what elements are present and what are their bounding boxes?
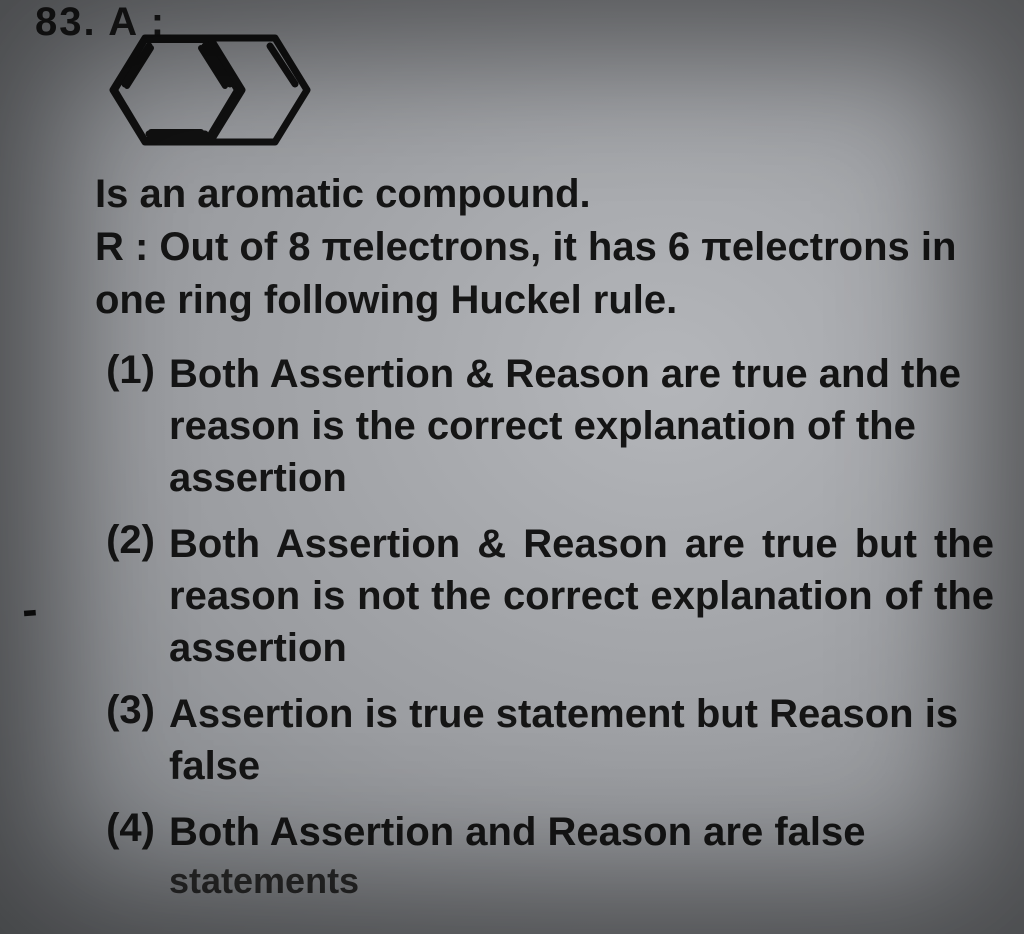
option-4-sub: statements (169, 858, 994, 905)
option-4-text: Both Assertion and Reason are false stat… (169, 806, 994, 905)
chemical-structure (95, 18, 345, 163)
question-body: Is an aromatic compound. R : Out of 8 πe… (95, 168, 994, 919)
option-4: (4) Both Assertion and Reason are false … (95, 806, 994, 905)
option-2-text: Both Assertion & Reason are true but the… (169, 518, 994, 674)
option-4-number: (4) (106, 806, 155, 850)
option-2-number: (2) (106, 518, 155, 562)
reason-line-2: one ring following Huckel rule. (95, 274, 994, 327)
page-root: 83. A : (0, 0, 1024, 934)
option-3-number: (3) (106, 688, 155, 732)
reason-line-1: R : Out of 8 πelectrons, it has 6 πelect… (95, 221, 994, 274)
option-2: (2) Both Assertion & Reason are true but… (95, 518, 994, 674)
option-3-text: Assertion is true statement but Reason i… (169, 688, 994, 792)
option-4-main: Both Assertion and Reason are false (169, 810, 865, 854)
option-1-text: Both Assertion & Reason are true and the… (169, 348, 994, 504)
option-1: (1) Both Assertion & Reason are true and… (95, 348, 994, 504)
option-3: (3) Assertion is true statement but Reas… (95, 688, 994, 792)
options-list: (1) Both Assertion & Reason are true and… (95, 348, 994, 905)
option-1-number: (1) (106, 348, 155, 392)
assertion-line-1: Is an aromatic compound. (95, 168, 994, 221)
handwritten-mark: - (20, 582, 39, 637)
